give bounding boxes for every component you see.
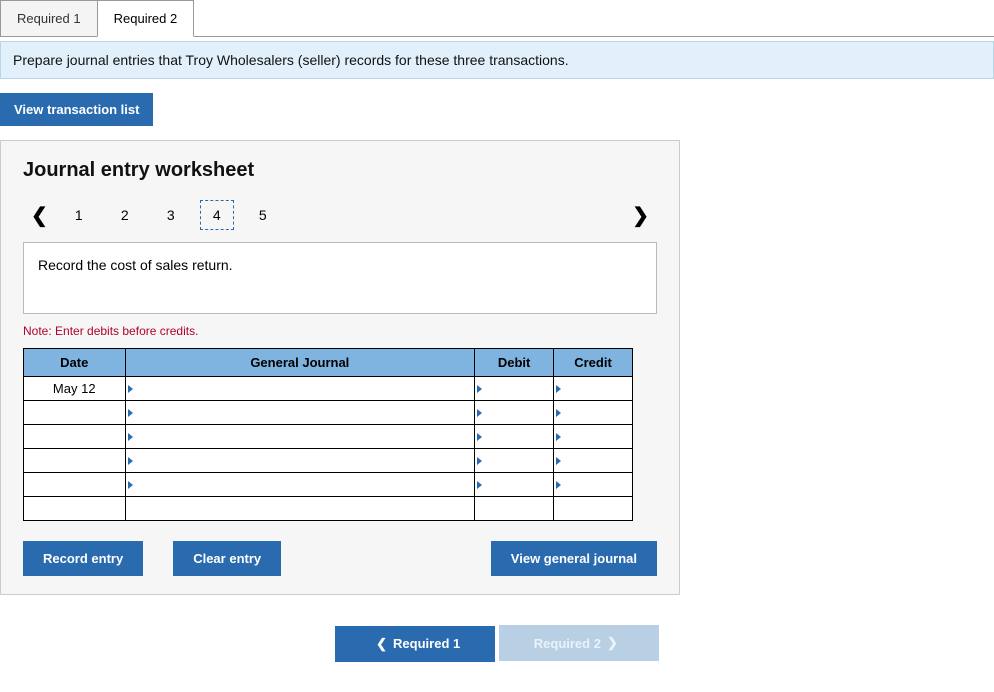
dropdown-icon — [477, 457, 482, 465]
page-4[interactable]: 4 — [200, 200, 234, 230]
dropdown-icon — [477, 433, 482, 441]
worksheet-actions: Record entry Clear entry View general jo… — [23, 541, 657, 576]
page-1[interactable]: 1 — [62, 200, 96, 230]
dropdown-icon — [556, 385, 561, 393]
cell-debit[interactable] — [475, 473, 554, 497]
nav-prev-button[interactable]: ❮ Required 1 — [335, 626, 495, 662]
nav-next-button: Required 2 ❯ — [499, 625, 659, 661]
view-transaction-list-button[interactable]: View transaction list — [0, 93, 153, 126]
page-2[interactable]: 2 — [108, 200, 142, 230]
nav-next-label: Required 2 — [534, 636, 601, 651]
chevron-left-icon: ❮ — [376, 636, 387, 652]
table-row: May 12 — [24, 377, 633, 401]
col-debit-header: Debit — [475, 349, 554, 377]
dropdown-icon — [556, 457, 561, 465]
instruction-text: Prepare journal entries that Troy Wholes… — [0, 41, 994, 79]
tab-required-1[interactable]: Required 1 — [0, 0, 98, 36]
cell-debit[interactable] — [475, 425, 554, 449]
tabs-bar: Required 1 Required 2 — [0, 0, 994, 37]
table-row — [24, 449, 633, 473]
col-date-header: Date — [24, 349, 126, 377]
cell-journal[interactable] — [125, 473, 475, 497]
dropdown-icon — [556, 433, 561, 441]
table-row — [24, 401, 633, 425]
dropdown-icon — [477, 385, 482, 393]
dropdown-icon — [128, 409, 133, 417]
cell-date[interactable] — [24, 449, 126, 473]
cell-journal[interactable] — [125, 497, 475, 521]
journal-worksheet: Journal entry worksheet ❮ 1 2 3 4 5 ❯ Re… — [0, 140, 680, 595]
cell-credit[interactable] — [554, 401, 633, 425]
chevron-right-icon: ❯ — [607, 635, 618, 651]
cell-debit[interactable] — [475, 449, 554, 473]
cell-journal[interactable] — [125, 401, 475, 425]
entry-prompt: Record the cost of sales return. — [23, 242, 657, 314]
cell-date[interactable] — [24, 401, 126, 425]
dropdown-icon — [128, 457, 133, 465]
cell-journal[interactable] — [125, 449, 475, 473]
col-credit-header: Credit — [554, 349, 633, 377]
dropdown-icon — [128, 385, 133, 393]
cell-credit[interactable] — [554, 473, 633, 497]
cell-debit[interactable] — [475, 497, 554, 521]
clear-entry-button[interactable]: Clear entry — [173, 541, 281, 576]
dropdown-icon — [477, 481, 482, 489]
dropdown-icon — [477, 409, 482, 417]
journal-table: Date General Journal Debit Credit May 12 — [23, 348, 633, 521]
tab-required-2[interactable]: Required 2 — [97, 0, 195, 37]
cell-date[interactable] — [24, 497, 126, 521]
page-5[interactable]: 5 — [246, 200, 280, 230]
table-row — [24, 425, 633, 449]
cell-debit[interactable] — [475, 377, 554, 401]
cell-credit[interactable] — [554, 425, 633, 449]
cell-debit[interactable] — [475, 401, 554, 425]
bottom-nav: ❮ Required 1 Required 2 ❯ — [0, 615, 994, 692]
worksheet-title: Journal entry worksheet — [23, 159, 657, 182]
dropdown-icon — [556, 409, 561, 417]
cell-credit[interactable] — [554, 377, 633, 401]
worksheet-pager: ❮ 1 2 3 4 5 ❯ — [23, 200, 657, 230]
table-row — [24, 473, 633, 497]
page-3[interactable]: 3 — [154, 200, 188, 230]
nav-prev-label: Required 1 — [393, 636, 460, 651]
dropdown-icon — [128, 481, 133, 489]
cell-credit[interactable] — [554, 449, 633, 473]
cell-date[interactable]: May 12 — [24, 377, 126, 401]
pager-prev-icon[interactable]: ❮ — [23, 203, 56, 228]
cell-date[interactable] — [24, 473, 126, 497]
record-entry-button[interactable]: Record entry — [23, 541, 143, 576]
cell-date[interactable] — [24, 425, 126, 449]
table-row — [24, 497, 633, 521]
pager-next-icon[interactable]: ❯ — [624, 203, 657, 228]
col-journal-header: General Journal — [125, 349, 475, 377]
note-text: Note: Enter debits before credits. — [23, 324, 657, 338]
dropdown-icon — [556, 481, 561, 489]
cell-journal[interactable] — [125, 377, 475, 401]
cell-journal[interactable] — [125, 425, 475, 449]
cell-credit[interactable] — [554, 497, 633, 521]
view-general-journal-button[interactable]: View general journal — [491, 541, 657, 576]
dropdown-icon — [128, 433, 133, 441]
